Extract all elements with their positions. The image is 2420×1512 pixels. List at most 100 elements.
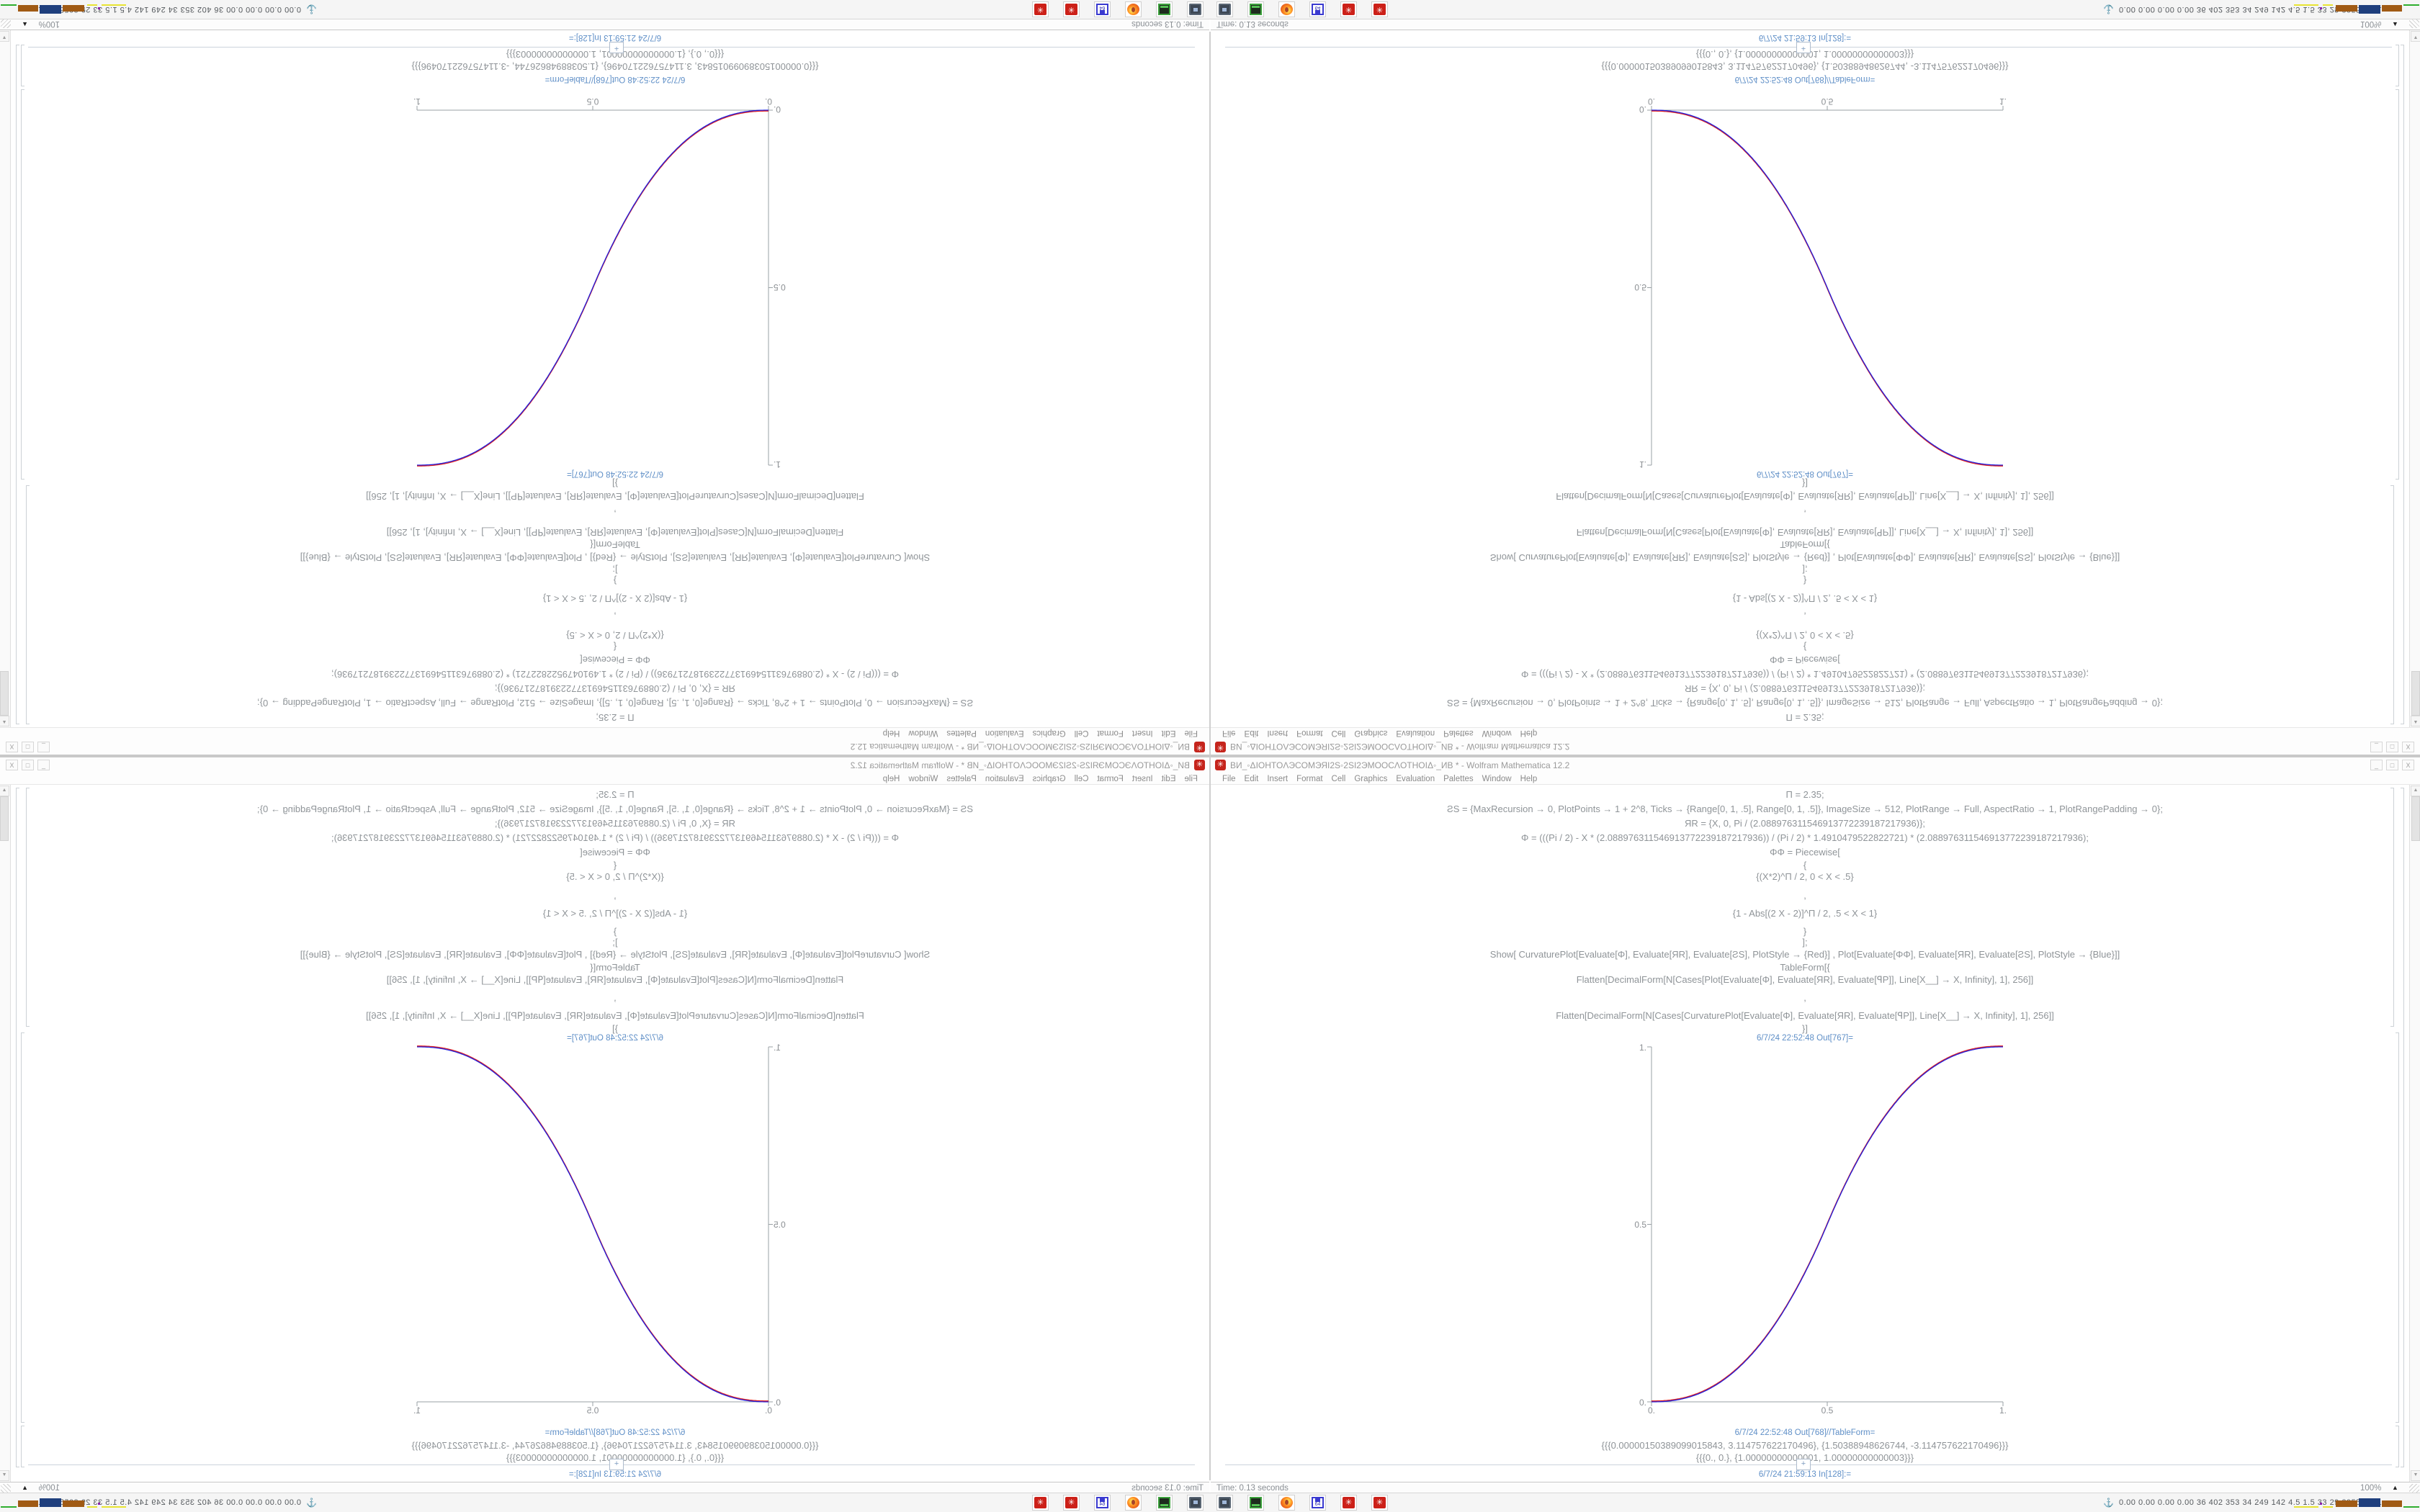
code-line[interactable]: Flatten[DecimalForm[N[Cases[Plot[Evaluat… [386, 974, 844, 985]
code-line[interactable]: Flatten[DecimalForm[N[Cases[CurvaturePlo… [366, 1010, 864, 1021]
menu-insert[interactable]: Insert [1131, 729, 1153, 738]
code-line[interactable]: ]; [612, 937, 618, 948]
code-line[interactable]: Φ = (((Pi / 2) - X * (2.0889763115469137… [1521, 669, 2089, 680]
menu-palettes[interactable]: Palettes [1443, 774, 1474, 783]
menu-cell[interactable]: Cell [1331, 729, 1346, 738]
launcher-firefox[interactable] [1125, 1495, 1142, 1511]
code-line[interactable]: TableForm[{ [1780, 539, 1830, 550]
launcher-floppy64[interactable]: 64 [1094, 1, 1111, 17]
cell-group-bracket[interactable] [2401, 45, 2404, 724]
launcher-screenshot-tool[interactable] [1216, 1495, 1233, 1511]
menu-window[interactable]: Window [1482, 774, 1512, 783]
cell-bracket-input[interactable] [2390, 788, 2394, 1027]
cell-bracket-plot[interactable] [2396, 89, 2399, 480]
menu-cell[interactable]: Cell [1074, 774, 1089, 783]
launcher-terminal[interactable] [1156, 1495, 1173, 1511]
launcher-floppy64[interactable]: 64 [1309, 1495, 1326, 1511]
insert-cell-plus-button[interactable]: + [1796, 42, 1811, 53]
code-line[interactable]: { [1803, 642, 1807, 652]
zoom-level[interactable]: 100% [38, 19, 60, 28]
code-line[interactable]: , [614, 611, 617, 622]
launcher-floppy64[interactable]: 64 [1309, 1, 1326, 17]
zoom-dropdown-arrow[interactable]: ▲ [22, 1484, 28, 1491]
scroll-up-button[interactable]: ▲ [0, 716, 9, 726]
code-line[interactable]: Π = 2.35; [596, 789, 635, 800]
code-line[interactable]: {1 - Abs[(2 X - 2)]^Π / 2, .5 < X < 1} [542, 593, 688, 604]
code-line[interactable]: Show[ CurvaturePlot[Evaluate[Φ], Evaluat… [1489, 949, 2120, 960]
menu-window[interactable]: Window [1482, 729, 1512, 738]
menu-evaluation[interactable]: Evaluation [985, 729, 1024, 738]
insert-cell-plus-button[interactable]: + [609, 1459, 624, 1470]
menu-window[interactable]: Window [908, 729, 938, 738]
cell-bracket-input[interactable] [26, 485, 30, 724]
menu-palettes[interactable]: Palettes [1443, 729, 1474, 738]
minimize-button[interactable]: _ [2370, 760, 2383, 770]
menu-file[interactable]: File [1184, 729, 1198, 738]
code-line[interactable]: ]; [1802, 937, 1808, 948]
code-line[interactable]: ЯR = {X, 0, Pi / (2.08897631154691377223… [494, 818, 736, 829]
launcher-floppy64[interactable]: 64 [1094, 1495, 1111, 1511]
menu-edit[interactable]: Edit [1161, 774, 1176, 783]
titlebar[interactable]: ✳ BИ_◦ΔIOHTOΛЭCOMЭЯI2S◦2SI2ЭMOOCΛOTHOIΔ◦… [0, 738, 1209, 755]
code-line[interactable]: , [1803, 509, 1806, 520]
vertical-scrollbar[interactable]: ▲ ▼ [2409, 30, 2420, 727]
menu-graphics[interactable]: Graphics [1354, 729, 1388, 738]
close-button[interactable]: X [6, 760, 18, 770]
menu-evaluation[interactable]: Evaluation [1396, 774, 1435, 783]
code-line[interactable]: Flatten[DecimalForm[N[Cases[Plot[Evaluat… [1576, 974, 2034, 985]
launcher-mathematica-alt[interactable]: ✳ [1032, 1495, 1049, 1511]
menu-edit[interactable]: Edit [1244, 729, 1259, 738]
cell-group-bracket[interactable] [16, 45, 19, 724]
menu-help[interactable]: Help [882, 774, 900, 783]
titlebar[interactable]: ✳ BИ_◦ΔIOHTOΛЭCOMЭЯI2S◦2SI2ЭMOOCΛOTHOIΔ◦… [1211, 738, 2420, 755]
launcher-terminal[interactable] [1156, 1, 1173, 17]
menu-help[interactable]: Help [882, 729, 900, 738]
cell-bracket-table[interactable] [21, 45, 24, 86]
maximize-button[interactable]: □ [2386, 742, 2398, 752]
close-button[interactable]: X [2402, 742, 2414, 752]
cell-bracket-plot[interactable] [21, 1032, 24, 1423]
cell-bracket-input[interactable] [26, 788, 30, 1027]
menu-edit[interactable]: Edit [1244, 774, 1259, 783]
launcher-terminal[interactable] [1247, 1495, 1264, 1511]
minimize-button[interactable]: _ [37, 742, 50, 752]
launcher-mathematica-alt[interactable]: ✳ [1371, 1, 1388, 17]
minimize-button[interactable]: _ [2370, 742, 2383, 752]
code-line[interactable]: {1 - Abs[(2 X - 2)]^Π / 2, .5 < X < 1} [1732, 593, 1878, 604]
scroll-up-button[interactable]: ▲ [0, 786, 9, 796]
launcher-terminal[interactable] [1247, 1, 1264, 17]
scrollbar-thumb[interactable] [0, 671, 9, 716]
titlebar[interactable]: ✳ BИ_◦ΔIOHTOΛЭCOMЭЯI2S◦2SI2ЭMOOCΛOTHOIΔ◦… [1211, 757, 2420, 774]
launcher-mathematica[interactable]: ✳ [1340, 1495, 1357, 1511]
cell-bracket-table[interactable] [21, 1426, 24, 1467]
vertical-scrollbar[interactable]: ▲ ▼ [2409, 785, 2420, 1482]
insert-cell-plus-button[interactable]: + [1796, 1459, 1811, 1470]
code-line[interactable]: Show[ CurvaturePlot[Evaluate[Φ], Evaluat… [300, 949, 931, 960]
menu-insert[interactable]: Insert [1267, 774, 1289, 783]
resize-grip[interactable] [1, 19, 11, 28]
code-line[interactable]: , [614, 890, 617, 901]
cell-bracket-table[interactable] [2396, 45, 2399, 86]
code-line[interactable]: ΦΦ = Piecewise[ [1770, 847, 1840, 858]
launcher-firefox[interactable] [1278, 1495, 1295, 1511]
code-line[interactable]: }] [612, 1023, 618, 1034]
launcher-mathematica[interactable]: ✳ [1063, 1, 1080, 17]
menu-format[interactable]: Format [1296, 729, 1323, 738]
menu-insert[interactable]: Insert [1267, 729, 1289, 738]
cell-bracket-input[interactable] [2390, 485, 2394, 724]
code-line[interactable]: {(X*2)^Π / 2, 0 < X < .5} [566, 630, 664, 641]
cell-bracket-table[interactable] [2396, 1426, 2399, 1467]
launcher-screenshot-tool[interactable] [1187, 1, 1204, 17]
scrollbar-thumb[interactable] [2411, 796, 2420, 841]
anchor-tray-icon[interactable]: ⚓ [2103, 1498, 2114, 1508]
code-line[interactable]: Flatten[DecimalForm[N[Cases[Plot[Evaluat… [386, 527, 844, 538]
code-line[interactable]: { [613, 860, 617, 870]
launcher-mathematica[interactable]: ✳ [1340, 1, 1357, 17]
menu-format[interactable]: Format [1097, 774, 1124, 783]
code-line[interactable]: ]; [612, 564, 618, 575]
code-line[interactable]: Flatten[DecimalForm[N[Cases[Plot[Evaluat… [1576, 527, 2034, 538]
code-line[interactable]: TableForm[{ [590, 539, 640, 550]
code-line[interactable]: } [613, 926, 617, 937]
code-line[interactable]: , [1803, 992, 1806, 1003]
code-line[interactable]: {(X*2)^Π / 2, 0 < X < .5} [1756, 630, 1854, 641]
